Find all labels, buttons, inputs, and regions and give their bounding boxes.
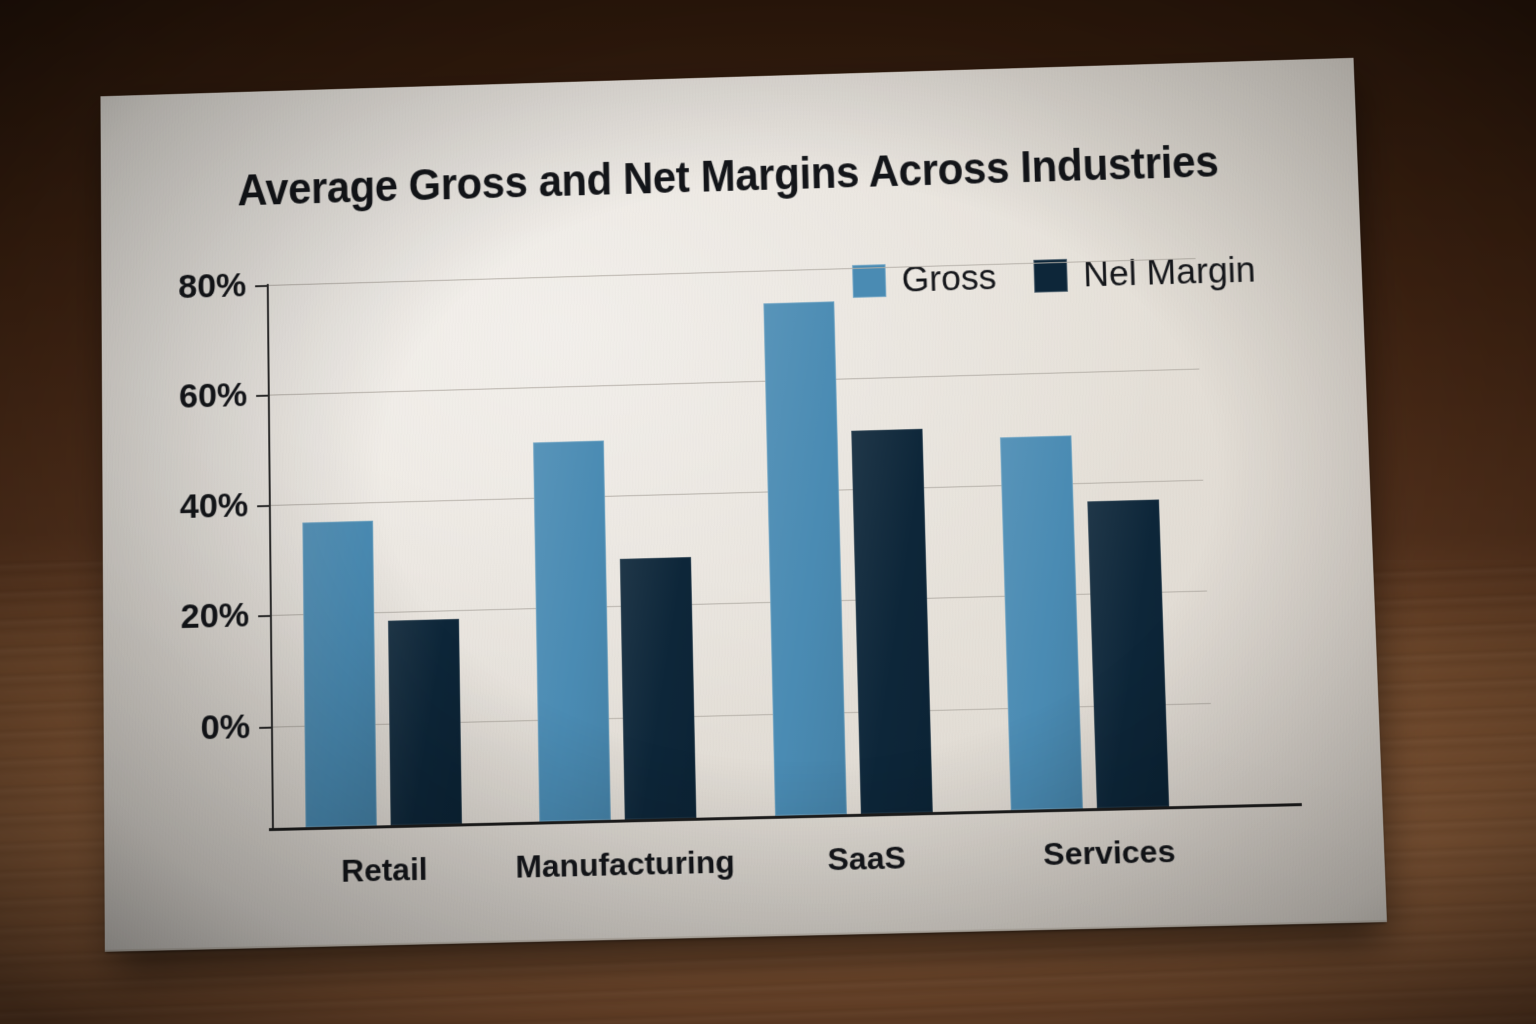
bar-services-gross: [999, 435, 1083, 811]
bar-manufacturing-nel-margin: [620, 556, 697, 820]
category-label-services: Services: [1042, 833, 1176, 873]
chart-title: Average Gross and Net Margins Across Ind…: [237, 135, 1220, 215]
bar-services-nel-margin: [1087, 499, 1170, 809]
y-axis-label-80: 80%: [178, 266, 247, 306]
bar-chart: Average Gross and Net Margins Across Ind…: [100, 58, 1386, 950]
bar-manufacturing-gross: [533, 440, 612, 822]
gridline-60: [268, 368, 1200, 396]
paper-card: Average Gross and Net Margins Across Ind…: [100, 57, 1387, 950]
category-label-manufacturing: Manufacturing: [515, 843, 736, 885]
y-tick-mark: [255, 284, 269, 288]
category-label-saas: SaaS: [827, 839, 907, 878]
y-axis-label-40: 40%: [179, 485, 249, 526]
bar-retail-gross: [302, 521, 377, 828]
y-axis-label-0: 0%: [200, 707, 251, 748]
y-axis-label-20: 20%: [180, 596, 250, 637]
y-tick-mark: [259, 726, 273, 729]
bar-saas-nel-margin: [850, 428, 933, 814]
gridline-80: [267, 258, 1196, 286]
y-tick-mark: [256, 394, 270, 397]
gridlines: [267, 258, 1211, 728]
y-axis-label-60: 60%: [178, 375, 248, 416]
category-label-retail: Retail: [341, 851, 428, 889]
y-tick-mark: [258, 615, 272, 618]
printed-chart-card: Average Gross and Net Margins Across Ind…: [100, 57, 1387, 972]
plot-area: 0% 20% 40% 60% 80% Retail Manufacturing SaaS Se…: [178, 258, 1302, 889]
y-tick-mark: [257, 504, 271, 507]
y-axis-line: [266, 283, 274, 830]
bar-retail-nel-margin: [388, 618, 463, 826]
bar-saas-gross: [763, 301, 847, 816]
